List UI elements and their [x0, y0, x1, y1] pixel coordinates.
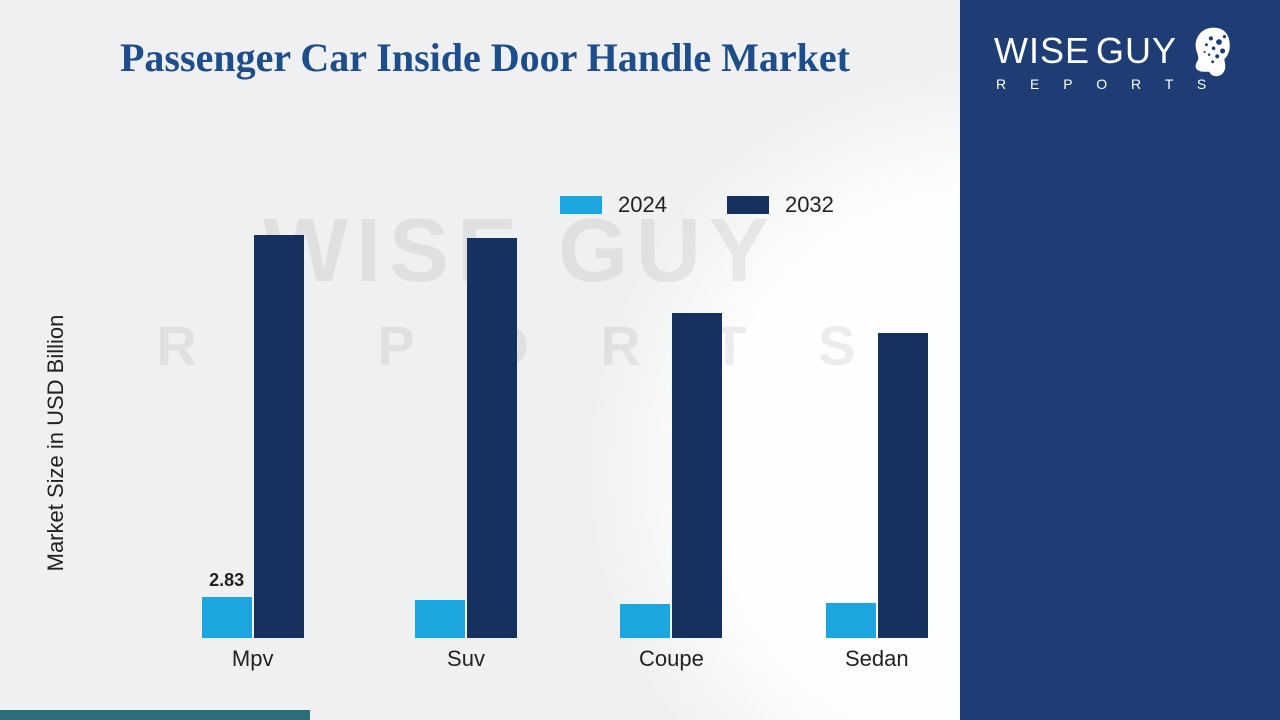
logo-word-1: WISE: [994, 30, 1090, 72]
plot-area: 2.83MpvSuvCoupeSedan: [150, 228, 940, 638]
logo-sub: R E P O R T S: [996, 76, 1254, 92]
legend-item-2032: 2032: [727, 192, 834, 218]
bar-2024: [826, 603, 876, 638]
chart-card: WISE GUY R E P O R T S Passenger Car Ins…: [0, 0, 1280, 720]
y-axis-label: Market Size in USD Billion: [43, 315, 69, 572]
legend-label-2032: 2032: [785, 192, 834, 218]
bar-2024: [620, 604, 670, 638]
bar-2032: [467, 238, 517, 638]
bar-2024: 2.83: [202, 597, 252, 638]
right-brand-band: [960, 0, 1280, 720]
logo-main: WISE GUY: [994, 24, 1254, 78]
bar-2024: [415, 600, 465, 638]
category-label: Mpv: [232, 646, 274, 672]
chart-title: Passenger Car Inside Door Handle Market: [120, 36, 850, 80]
logo-word-2: GUY: [1096, 30, 1177, 72]
head-silhouette-icon: [1183, 24, 1237, 78]
category-label: Coupe: [639, 646, 704, 672]
bar-2032: [878, 333, 928, 638]
category-label: Sedan: [845, 646, 909, 672]
bar-chart: Market Size in USD Billion 2.83MpvSuvCou…: [100, 228, 940, 658]
brand-logo: WISE GUY R E P O R T S: [994, 24, 1254, 92]
bar-2032: [672, 313, 722, 638]
legend-swatch-2032: [727, 196, 769, 214]
category-label: Suv: [447, 646, 485, 672]
legend: 2024 2032: [560, 192, 834, 218]
legend-label-2024: 2024: [618, 192, 667, 218]
bar-2032: [254, 235, 304, 638]
bar-value-label: 2.83: [209, 570, 244, 591]
bottom-accent-bar: [0, 710, 310, 720]
legend-swatch-2024: [560, 196, 602, 214]
legend-item-2024: 2024: [560, 192, 667, 218]
